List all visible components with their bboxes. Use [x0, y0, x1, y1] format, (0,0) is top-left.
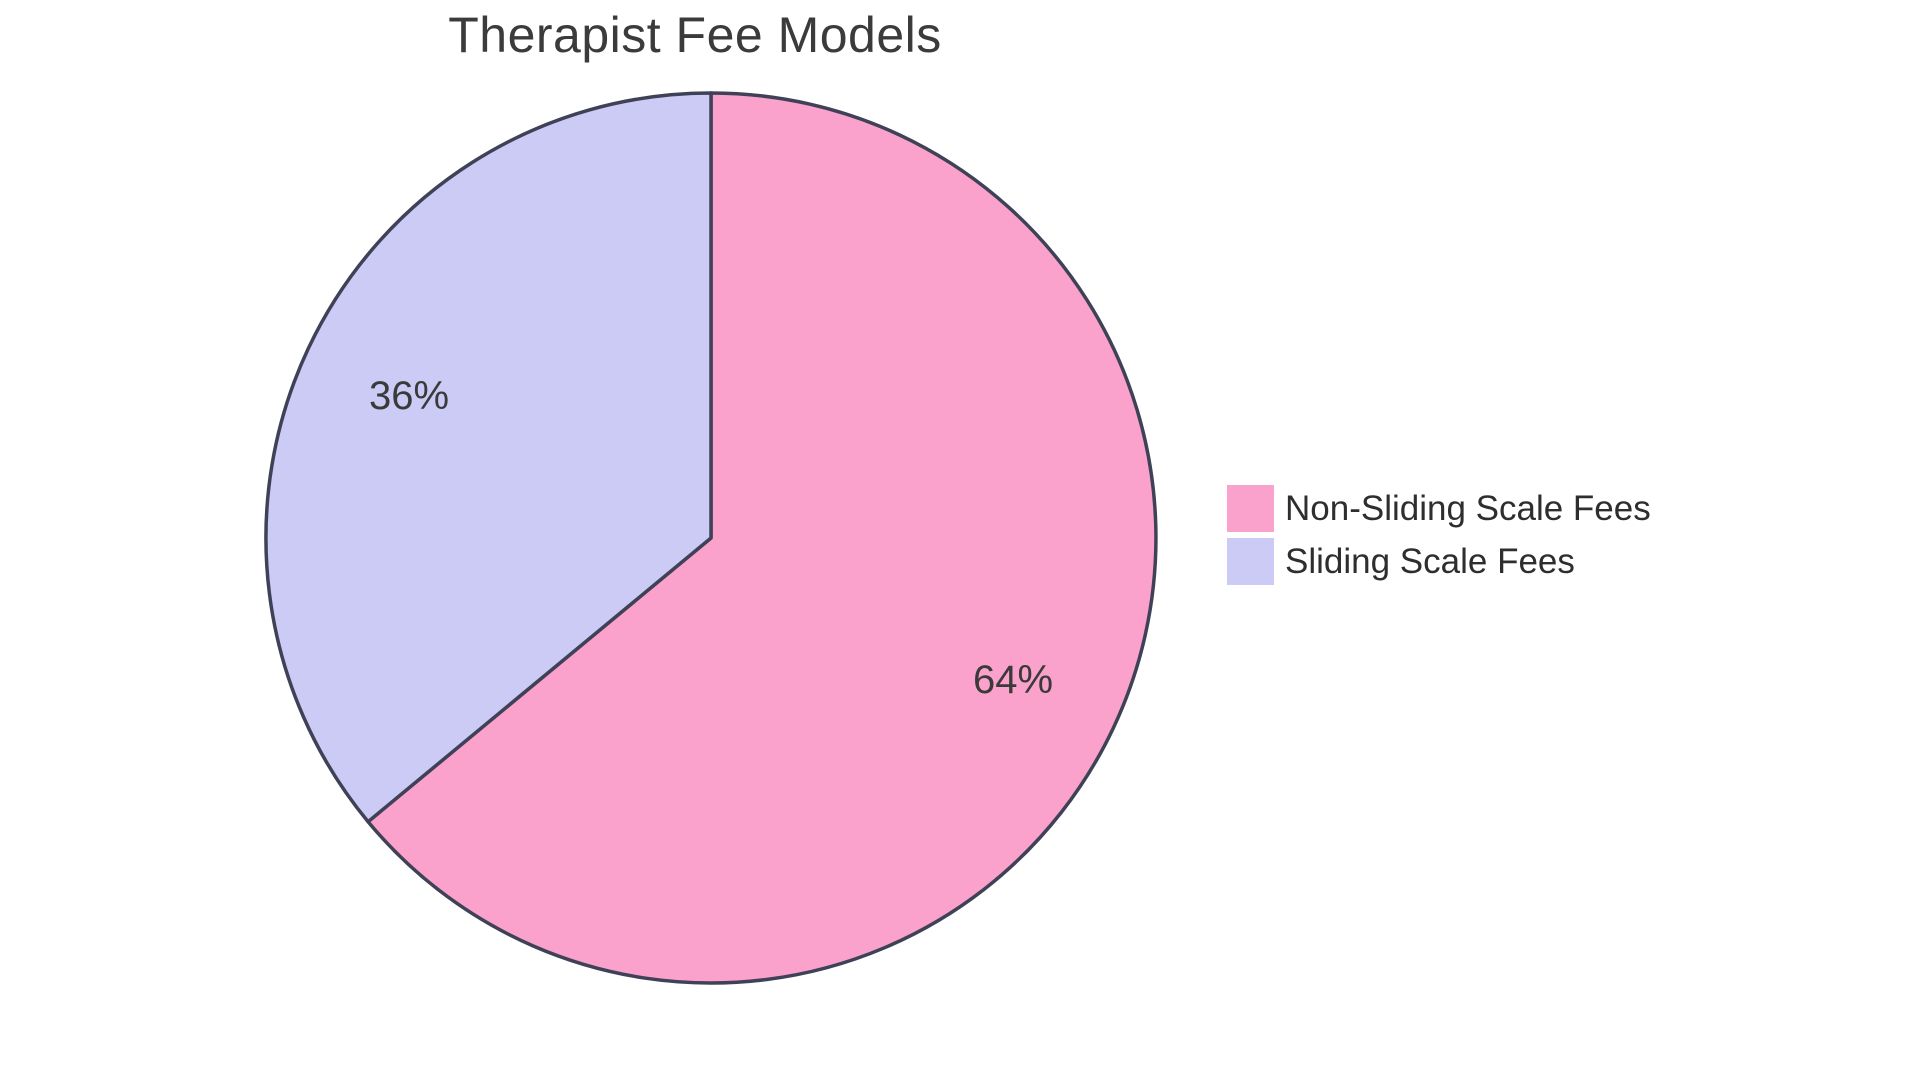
chart-title: Therapist Fee Models [448, 7, 942, 63]
legend: Non-Sliding Scale Fees Sliding Scale Fee… [1227, 485, 1651, 585]
pie-slice-non-sliding-scale-fees [366, 91, 1158, 985]
pie-slice-sliding-scale-fees [264, 91, 713, 824]
legend-swatch-non-sliding-scale-fees [1227, 485, 1274, 532]
pie-slice-label-sliding-scale-fees: 36% [369, 374, 449, 418]
legend-label-sliding-scale-fees: Sliding Scale Fees [1285, 541, 1575, 581]
legend-swatch-sliding-scale-fees [1227, 538, 1274, 585]
legend-label-non-sliding-scale-fees: Non-Sliding Scale Fees [1285, 488, 1651, 528]
legend-item-sliding-scale-fees: Sliding Scale Fees [1227, 538, 1651, 585]
legend-item-non-sliding-scale-fees: Non-Sliding Scale Fees [1227, 485, 1651, 532]
pie-slice-label-non-sliding-scale-fees: 64% [973, 658, 1053, 702]
